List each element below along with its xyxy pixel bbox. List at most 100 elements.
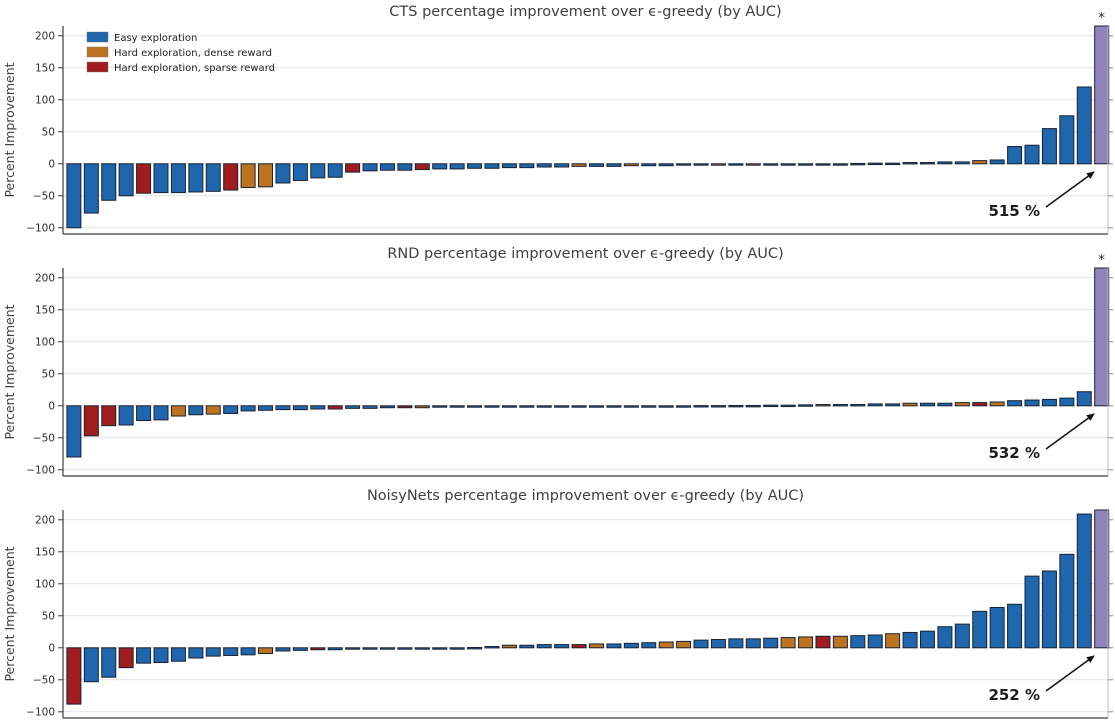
- bar: [501, 644, 517, 649]
- bar: [223, 405, 239, 414]
- bar: [83, 405, 99, 437]
- bar: [362, 647, 378, 650]
- bar: [170, 405, 186, 417]
- bar: [954, 161, 970, 165]
- chart-title: NoisyNets percentage improvement over ϵ-…: [367, 488, 804, 504]
- bar: [658, 405, 674, 408]
- bar: [258, 647, 274, 655]
- bar: [484, 163, 500, 169]
- bar: [310, 647, 326, 651]
- bar: [902, 631, 918, 649]
- bar: [519, 405, 535, 408]
- bar: [676, 405, 692, 408]
- bar: [501, 163, 517, 169]
- bar: [362, 405, 378, 409]
- bar: [397, 405, 413, 409]
- bar: [1059, 115, 1075, 165]
- bar: [745, 163, 761, 166]
- legend-swatch: [86, 61, 109, 73]
- bar: [1024, 399, 1040, 407]
- bar: [798, 636, 814, 649]
- y-tick-label: 50: [42, 611, 55, 623]
- bar: [136, 647, 152, 664]
- bar: [710, 163, 726, 166]
- bar: [240, 163, 256, 188]
- bar: [919, 162, 935, 165]
- bar: [83, 647, 99, 683]
- y-tick-label: 150: [35, 547, 55, 559]
- legend-label: Easy exploration: [114, 33, 197, 44]
- bar: [571, 644, 587, 649]
- annotation-arrow: [1045, 413, 1095, 450]
- chart-rnd: 200 150 100 50 0 −50 −100 RND percentage improv…: [0, 242, 1115, 484]
- outlier-bar: [1094, 509, 1110, 649]
- bar: [484, 646, 500, 649]
- bar: [798, 404, 814, 407]
- y-tick-label: 200: [35, 273, 55, 285]
- bar: [919, 402, 935, 407]
- bar: [118, 163, 134, 197]
- bar: [379, 647, 395, 650]
- bar: [223, 647, 239, 656]
- bar: [414, 405, 430, 409]
- bar: [397, 647, 413, 650]
- bar: [571, 405, 587, 408]
- bar: [414, 163, 430, 171]
- chart-cts: 200 150 100 50 0 −50 −100 CTS percentage improv…: [0, 0, 1115, 242]
- legend-swatch: [86, 46, 109, 58]
- bar: [1007, 146, 1023, 165]
- bar: [188, 647, 204, 659]
- y-axis-label: Percent Improvement: [2, 546, 17, 681]
- bar: [937, 402, 953, 407]
- bar: [989, 606, 1005, 649]
- bar: [972, 160, 988, 165]
- legend-label: Hard exploration, dense reward: [114, 48, 272, 59]
- bar: [118, 647, 134, 669]
- y-tick-label: 0: [48, 643, 55, 655]
- bar: [467, 405, 483, 408]
- bar: [153, 163, 169, 194]
- outlier-asterisk: *: [1098, 11, 1105, 26]
- bar: [449, 163, 465, 170]
- y-axis-label: Percent Improvement: [2, 304, 17, 439]
- bar: [989, 401, 1005, 407]
- bar: [780, 404, 796, 408]
- chart-noisynets-svg: 200 150 100 50 0 −50 −100 NoisyNets percentage …: [2, 488, 1113, 719]
- bar: [989, 159, 1005, 165]
- bar: [676, 163, 692, 166]
- bar: [815, 404, 831, 407]
- outlier-annotation: 515 %: [988, 202, 1040, 220]
- bar: [449, 647, 465, 650]
- chart-title: RND percentage improvement over ϵ-greedy…: [387, 246, 783, 262]
- y-tick-label: 150: [35, 305, 55, 317]
- y-tick-label: 200: [35, 515, 55, 527]
- annotation-arrow: [1045, 655, 1095, 692]
- bar: [606, 405, 622, 408]
- bar: [658, 641, 674, 649]
- bar: [623, 163, 639, 167]
- y-tick-label: −50: [33, 191, 55, 203]
- legend-swatch: [86, 31, 109, 43]
- bar: [554, 405, 570, 408]
- bar: [832, 163, 848, 166]
- bar: [66, 163, 82, 229]
- bar: [432, 163, 448, 170]
- bar: [641, 405, 657, 408]
- bar: [745, 404, 761, 408]
- bar: [815, 635, 831, 649]
- chart-noisynets: 200 150 100 50 0 −50 −100 NoisyNets percentage …: [0, 484, 1115, 726]
- bar: [379, 405, 395, 409]
- bar: [223, 163, 239, 191]
- bar: [606, 163, 622, 167]
- outlier-annotation: 532 %: [988, 444, 1040, 462]
- y-tick-label: 50: [42, 127, 55, 139]
- y-tick-label: 0: [48, 159, 55, 171]
- y-tick-label: −100: [26, 223, 55, 235]
- bar: [327, 163, 343, 178]
- bar: [240, 405, 256, 412]
- bar: [275, 647, 291, 652]
- bar: [1007, 603, 1023, 649]
- chart-cts-svg: 200 150 100 50 0 −50 −100 CTS percentage improv…: [2, 4, 1113, 235]
- bar: [484, 405, 500, 408]
